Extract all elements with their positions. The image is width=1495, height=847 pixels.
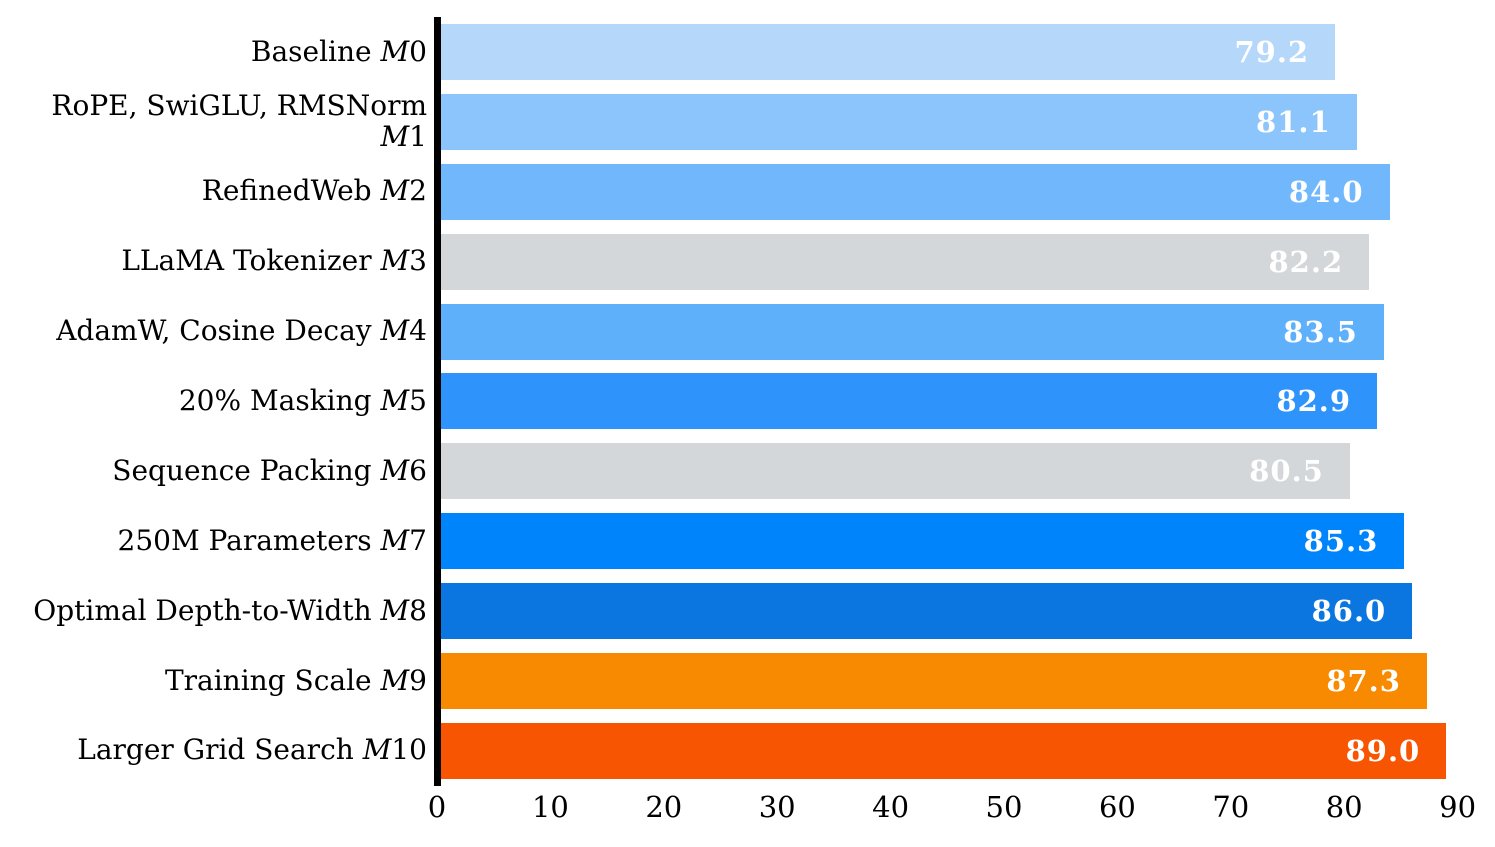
bar-value-label: 81.1 — [1256, 104, 1331, 139]
x-tick-label: 50 — [985, 790, 1023, 824]
bar-row: Baseline M0 79.2 — [0, 17, 1495, 87]
bar-row: AdamW, Cosine Decay M4 83.5 — [0, 297, 1495, 367]
bar-row: Larger Grid Search M10 89.0 — [0, 716, 1495, 786]
x-tick-label: 30 — [758, 790, 796, 824]
bar-track: 79.2 — [437, 17, 1457, 87]
bar-track: 84.0 — [437, 157, 1457, 227]
category-label: RoPE, SwiGLU, RMSNorm M1 — [51, 89, 427, 153]
bar-row: RefinedWeb M2 84.0 — [0, 157, 1495, 227]
x-tick-label: 20 — [645, 790, 683, 824]
bar-track: 83.5 — [437, 297, 1457, 367]
bar-row: LLaMA Tokenizer M3 82.2 — [0, 227, 1495, 297]
bar-row: Sequence Packing M6 80.5 — [0, 436, 1495, 506]
category-label: 20% Masking M5 — [178, 384, 427, 417]
category-label: Sequence Packing M6 — [112, 453, 427, 487]
category-label: RefinedWeb M2 — [201, 174, 427, 208]
bar-track: 86.0 — [437, 576, 1457, 646]
category-label: AdamW, Cosine Decay M4 — [56, 314, 427, 348]
bar-m3: 82.2 — [437, 233, 1370, 290]
bar-value-label: 79.2 — [1234, 34, 1310, 69]
bar-track: 85.3 — [437, 506, 1457, 576]
bar-m1: 81.1 — [437, 93, 1357, 150]
bar-track: 89.0 — [437, 716, 1457, 786]
bar-value-label: 83.5 — [1283, 314, 1358, 349]
bar-value-label: 82.9 — [1276, 384, 1352, 419]
bar-rows-container: Baseline M0 79.2 RoPE, SwiGLU, RMSNorm M1 8… — [0, 17, 1495, 786]
bar-value-label: 84.0 — [1288, 174, 1364, 209]
bar-m0: 79.2 — [437, 23, 1336, 80]
bar-track: 80.5 — [437, 436, 1457, 506]
bar-row: 250M Parameters M7 85.3 — [0, 506, 1495, 576]
bar-track: 81.1 — [437, 87, 1457, 157]
bar-value-label: 87.3 — [1326, 663, 1401, 698]
bar-m8: 86.0 — [437, 583, 1413, 640]
bar-value-label: 85.3 — [1303, 524, 1379, 559]
bar-m7: 85.3 — [437, 513, 1405, 570]
category-label: Baseline M0 — [250, 34, 427, 68]
bar-row: Optimal Depth-to-Width M8 86.0 — [0, 576, 1495, 646]
category-label: Larger Grid Search M10 — [77, 733, 427, 767]
bar-m5: 82.9 — [437, 373, 1378, 430]
bar-m4: 83.5 — [437, 303, 1384, 360]
category-label: Training Scale M9 — [164, 663, 427, 697]
category-label: 250M Parameters M7 — [117, 523, 427, 557]
bar-m6: 80.5 — [437, 443, 1350, 500]
x-tick-label: 70 — [1212, 790, 1250, 824]
x-tick-label: 10 — [531, 790, 569, 824]
category-label: LLaMA Tokenizer M3 — [121, 244, 427, 278]
bar-row: Training Scale M9 87.3 — [0, 646, 1495, 716]
bar-value-label: 82.2 — [1268, 244, 1344, 279]
x-tick-label: 90 — [1439, 790, 1477, 824]
category-label: Optimal Depth-to-Width M8 — [33, 593, 427, 627]
bar-m9: 87.3 — [437, 652, 1427, 709]
bar-track: 82.9 — [437, 366, 1457, 436]
x-axis-tick-labels: 0 10 20 30 40 50 60 70 80 90 — [0, 790, 1495, 830]
x-tick-label: 60 — [1098, 790, 1136, 824]
bar-m2: 84.0 — [437, 163, 1390, 220]
bar-value-label: 80.5 — [1249, 454, 1324, 489]
bar-m10: 89.0 — [437, 722, 1447, 779]
bar-value-label: 86.0 — [1311, 594, 1387, 629]
bar-track: 82.2 — [437, 227, 1457, 297]
bar-value-label: 89.0 — [1345, 733, 1421, 768]
x-tick-label: 40 — [872, 790, 910, 824]
bar-row: 20% Masking M5 82.9 — [0, 366, 1495, 436]
x-tick-label: 0 — [427, 790, 447, 824]
bar-track: 87.3 — [437, 646, 1457, 716]
x-tick-label: 80 — [1325, 790, 1363, 824]
y-axis-spine — [434, 17, 441, 786]
bar-row: RoPE, SwiGLU, RMSNorm M1 81.1 — [0, 87, 1495, 157]
